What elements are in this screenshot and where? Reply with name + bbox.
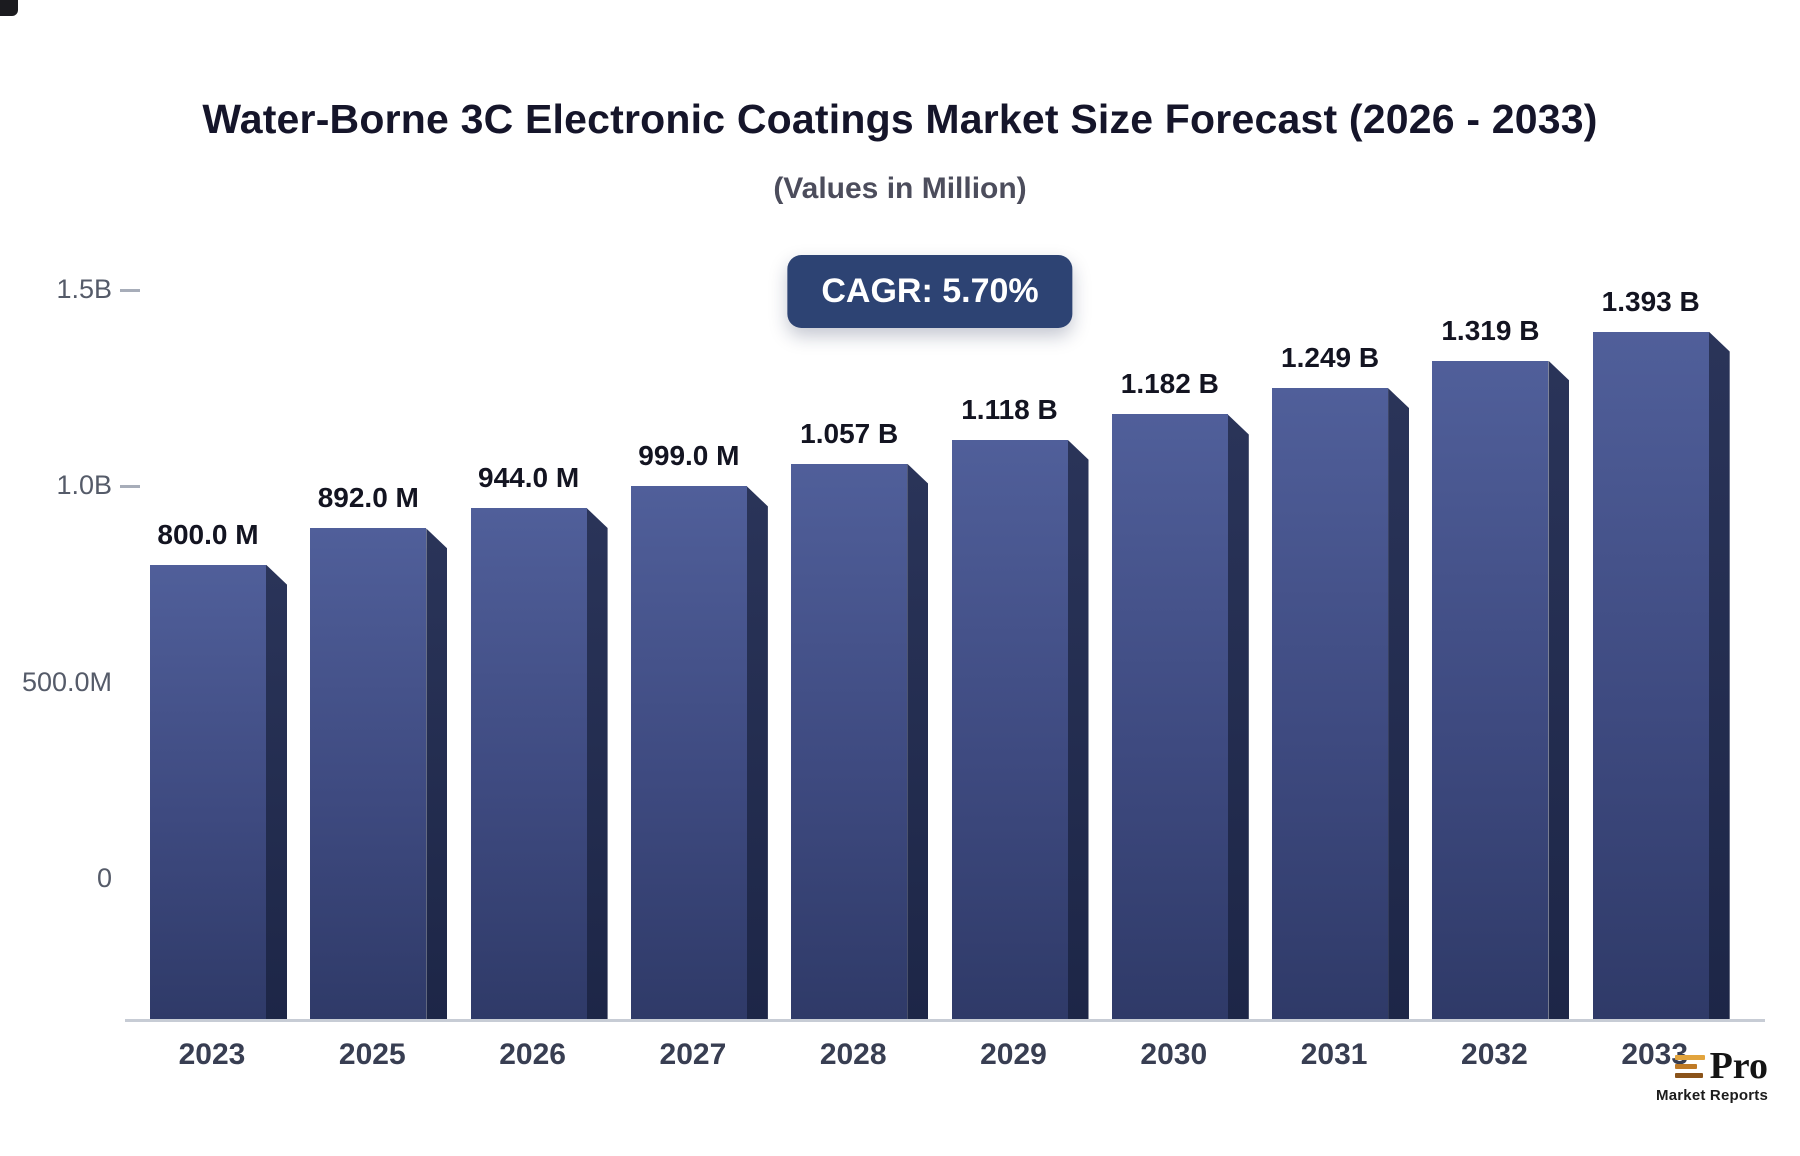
chart-subtitle: (Values in Million) [773, 172, 1027, 205]
x-axis-category-label: 2031 [1300, 1038, 1368, 1071]
bar-side-2025 [426, 528, 448, 1019]
y-axis-tick-mark [120, 288, 140, 292]
bar-value-label: 999.0 M [638, 440, 740, 472]
bar-2030 [1111, 414, 1228, 1019]
y-axis-tick-label: 1.0B [56, 470, 112, 500]
x-axis-line [125, 1019, 1765, 1022]
bar-side-2030 [1227, 414, 1249, 1019]
x-axis-category-label: 2023 [178, 1038, 246, 1071]
y-axis-tick-label: 1.5B [56, 273, 112, 304]
bar-2032 [1432, 360, 1549, 1019]
x-axis-category-label: 2026 [499, 1038, 566, 1071]
bar-value-label: 800.0 M [157, 518, 259, 550]
logo-tagline: Market Reports [1656, 1087, 1768, 1104]
bar-value-label: 1.319 B [1441, 314, 1540, 346]
logo-brand-text: Pro [1709, 1045, 1768, 1087]
brand-logo: Pro Market Reports [1656, 1047, 1768, 1104]
screen-corner-artifact [0, 0, 18, 16]
x-axis-category-label: 2032 [1461, 1038, 1528, 1071]
bar-2033 [1592, 331, 1709, 1019]
bar-value-label: 1.249 B [1281, 342, 1380, 374]
bar-side-2023 [266, 564, 287, 1019]
y-axis-tick-mark [120, 485, 140, 488]
bar-2023 [150, 564, 266, 1019]
bar-value-label: 1.118 B [961, 393, 1058, 425]
x-axis-category-label: 2027 [659, 1038, 727, 1071]
chart-title: Water-Borne 3C Electronic Coatings Marke… [202, 96, 1598, 142]
y-axis-tick-label: 500.0M [21, 666, 112, 697]
x-axis-category-label: 2029 [980, 1038, 1047, 1071]
bar-side-2028 [907, 463, 929, 1019]
cagr-badge: CAGR: 5.70% [787, 255, 1073, 328]
x-axis-category-label: 2028 [819, 1038, 887, 1071]
bar-2026 [470, 508, 587, 1019]
bar-2031 [1272, 388, 1389, 1019]
x-axis-category-label: 2025 [338, 1038, 406, 1071]
bar-2027 [630, 486, 747, 1019]
bar-side-2029 [1067, 439, 1089, 1019]
bar-side-2032 [1548, 360, 1570, 1019]
bar-2029 [951, 439, 1068, 1019]
bar-2028 [791, 463, 908, 1019]
bar-side-2027 [746, 486, 768, 1019]
bar-side-2033 [1708, 331, 1730, 1019]
x-axis-category-label: 2030 [1140, 1038, 1208, 1071]
bar-value-label: 1.393 B [1601, 285, 1700, 317]
bar-value-label: 892.0 M [317, 482, 419, 514]
logo-bars-icon [1674, 1054, 1705, 1078]
bar-value-label: 1.057 B [800, 417, 899, 449]
y-axis-tick-label: 0 [96, 863, 112, 893]
bar-value-label: 944.0 M [478, 462, 580, 493]
bar-side-2026 [586, 508, 608, 1019]
bar-value-label: 1.182 B [1120, 368, 1219, 400]
bar-2025 [310, 528, 427, 1019]
bar-side-2031 [1388, 388, 1410, 1019]
